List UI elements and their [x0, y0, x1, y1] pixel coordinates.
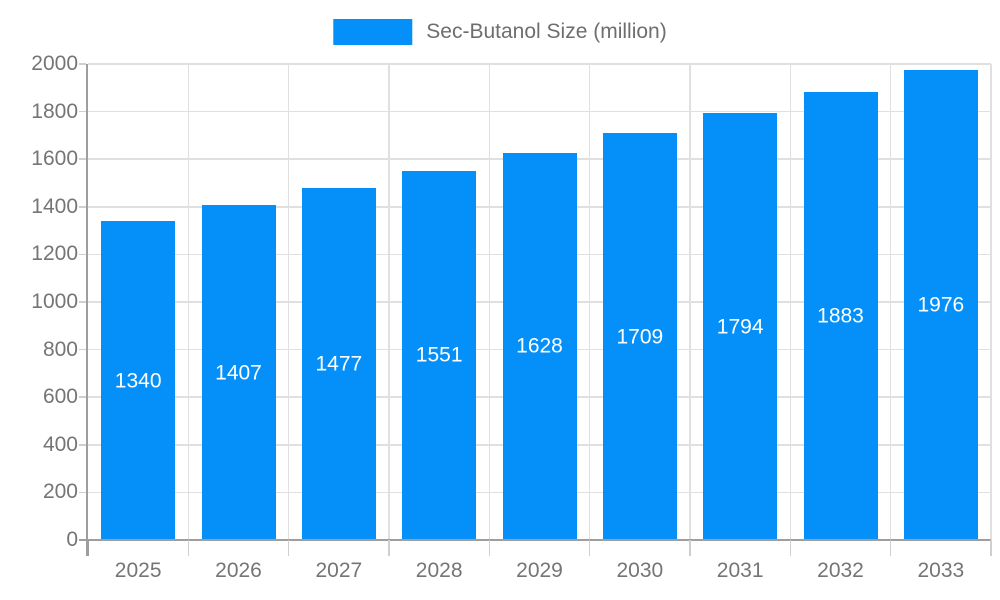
legend-swatch	[333, 19, 413, 45]
bar-value-label: 1976	[917, 293, 965, 317]
gridline-vertical	[990, 64, 992, 540]
gridline-vertical	[488, 64, 491, 540]
bar-2031[interactable]: 1794	[703, 113, 778, 540]
legend-label: Sec-Butanol Size (million)	[426, 20, 667, 43]
x-tick-mark	[187, 540, 190, 556]
y-tick-label: 1200	[31, 242, 78, 266]
x-tick-label: 2032	[817, 559, 864, 582]
bar-2030[interactable]: 1709	[602, 133, 677, 540]
gridline-vertical	[187, 64, 190, 540]
x-tick-mark	[388, 540, 390, 556]
gridline-vertical	[789, 64, 792, 540]
y-tick-label: 600	[42, 385, 78, 409]
y-tick-mark	[79, 63, 86, 65]
bar-value-label: 1407	[215, 361, 262, 385]
x-tick-mark	[689, 540, 691, 556]
gridline-vertical	[287, 64, 290, 540]
y-tick-mark	[79, 301, 86, 303]
y-tick-label: 1600	[31, 147, 78, 171]
bar-value-label: 1794	[716, 315, 764, 339]
y-tick-label: 2000	[31, 52, 78, 75]
gridline-vertical	[689, 64, 691, 540]
y-tick-mark	[79, 348, 86, 351]
bar-value-label: 1551	[415, 343, 463, 367]
y-tick-mark	[79, 539, 86, 541]
x-tick-label: 2025	[114, 559, 162, 582]
y-tick-label: 1400	[31, 194, 78, 218]
y-tick-mark	[79, 253, 86, 256]
bar-value-label: 1340	[114, 369, 162, 393]
y-tick-mark	[79, 444, 86, 446]
x-axis	[80, 539, 991, 541]
bar-2025[interactable]: 1340	[101, 221, 176, 540]
x-tick-mark	[889, 540, 892, 556]
x-tick-label: 2033	[917, 559, 965, 582]
x-tick-label: 2028	[415, 559, 463, 582]
x-tick-mark	[488, 540, 491, 556]
y-tick-mark	[79, 158, 86, 160]
bar-value-label: 1883	[817, 304, 864, 328]
bar-2028[interactable]: 1551	[402, 170, 477, 540]
x-tick-mark	[588, 540, 591, 556]
y-tick-label: 1000	[31, 290, 78, 313]
x-tick-label: 2027	[315, 559, 363, 582]
y-tick-label: 800	[42, 337, 78, 361]
y-tick-mark	[79, 110, 86, 113]
legend[interactable]: Sec-Butanol Size (million)	[333, 19, 667, 45]
y-tick-label: 0	[66, 528, 78, 551]
x-tick-label: 2029	[516, 559, 563, 582]
y-tick-mark	[79, 491, 86, 494]
x-tick-label: 2031	[716, 559, 764, 582]
gridline-vertical	[889, 64, 892, 540]
plot-area: 1340 1407 1477 1551 1628 1709 1794 1883 1976	[88, 63, 992, 540]
gridline-vertical	[588, 64, 591, 540]
x-tick-mark	[990, 540, 992, 556]
bar-2033[interactable]: 1976	[903, 69, 978, 540]
y-tick-mark	[79, 206, 86, 208]
gridline-horizontal	[88, 110, 991, 113]
y-tick-label: 200	[42, 480, 78, 504]
x-tick-mark	[287, 540, 290, 556]
bar-2032[interactable]: 1883	[803, 91, 878, 540]
y-tick-mark	[79, 396, 86, 398]
gridline-vertical	[388, 64, 390, 540]
x-tick-mark	[789, 540, 792, 556]
x-tick-label: 2030	[616, 559, 664, 582]
gridline-horizontal	[88, 63, 991, 65]
bar-2027[interactable]: 1477	[301, 188, 376, 540]
bar-2029[interactable]: 1628	[502, 152, 577, 540]
x-tick-mark	[87, 540, 89, 556]
bar-value-label: 1709	[616, 325, 664, 349]
bar-value-label: 1628	[516, 334, 563, 358]
bar-2026[interactable]: 1407	[201, 205, 276, 540]
y-tick-label: 1800	[31, 99, 78, 123]
y-axis	[86, 64, 88, 556]
x-tick-label: 2026	[215, 559, 262, 582]
y-tick-label: 400	[42, 432, 78, 456]
bar-value-label: 1477	[315, 352, 363, 376]
